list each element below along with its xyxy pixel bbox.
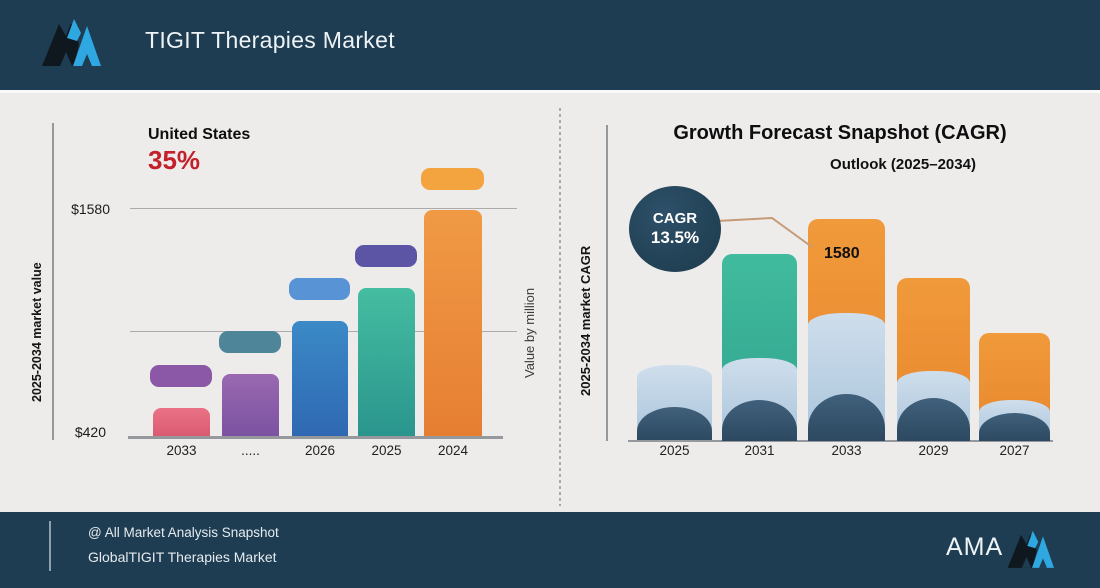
bar-2025-dome	[637, 407, 712, 441]
footer-band	[0, 512, 1100, 588]
panel-divider	[559, 108, 561, 506]
bar-2025	[358, 288, 415, 437]
bar-cap-2024	[421, 168, 484, 190]
left-y-axis-title: 2025-2034 market value	[30, 262, 44, 402]
middle-axis-title: Value by million	[522, 287, 537, 378]
x-label-2033: 2033	[831, 443, 862, 458]
bar-2029-dome	[897, 398, 970, 441]
bar-.....	[222, 374, 279, 437]
footer-brand-text: AMA	[946, 533, 1004, 561]
footer-divider-line	[49, 521, 51, 571]
left-chart-region-label: United States	[148, 126, 251, 143]
footer-ama-logo-icon	[1007, 530, 1054, 568]
footer-source-text: @ All Market Analysis Snapshot	[88, 525, 279, 540]
left-chart-highlight-value: 35%	[148, 145, 201, 175]
x-label-2025: 2025	[371, 443, 402, 458]
x-label-2025: 2025	[659, 443, 690, 458]
bar-cap-2026	[289, 278, 350, 300]
x-label-2026: 2026	[304, 443, 336, 458]
header-band: TIGIT Therapies Market	[0, 0, 1100, 90]
bar-annotation-1580: 1580	[824, 245, 860, 262]
x-label-2027: 2027	[999, 443, 1030, 458]
cagr-badge: CAGR 13.5%	[629, 186, 721, 272]
right-chart-title: Growth Forecast Snapshot (CAGR)	[673, 122, 1007, 144]
cagr-badge-value: 13.5%	[650, 228, 700, 247]
badge-connector-line	[716, 216, 813, 248]
left-x-axis	[128, 436, 503, 439]
x-label-2033: 2033	[166, 443, 197, 458]
bar-2031-dome	[722, 400, 797, 441]
bar-2027-dome	[979, 413, 1050, 441]
ama-logo-icon	[42, 19, 101, 66]
right-x-axis	[628, 440, 1053, 442]
bar-cap-2033	[150, 365, 212, 387]
cagr-badge-label: CAGR	[652, 210, 698, 227]
left-tick-top: $1580	[71, 201, 110, 217]
bar-2033-dome	[808, 394, 885, 441]
bar-cap-2025	[355, 245, 417, 267]
x-label-2029: 2029	[918, 443, 949, 458]
left-tick-bottom: $420	[74, 424, 106, 440]
x-label-2024: 2024	[437, 443, 469, 458]
left-gridline-1580	[130, 208, 517, 209]
bar-cap-.....	[219, 331, 281, 353]
x-label-.....: .....	[241, 443, 260, 458]
right-chart-subtitle: Outlook (2025–2034)	[830, 156, 976, 173]
x-label-2031: 2031	[744, 443, 775, 458]
footer-report-text: GlobalTIGIT Therapies Market	[88, 549, 277, 565]
right-y-axis	[606, 125, 608, 441]
left-y-axis	[52, 123, 54, 440]
right-y-axis-title: 2025-2034 market CAGR	[578, 245, 593, 396]
page-title: TIGIT Therapies Market	[145, 27, 395, 53]
bar-2026	[292, 321, 348, 437]
bar-2033	[153, 408, 210, 437]
bar-2024	[424, 210, 482, 437]
